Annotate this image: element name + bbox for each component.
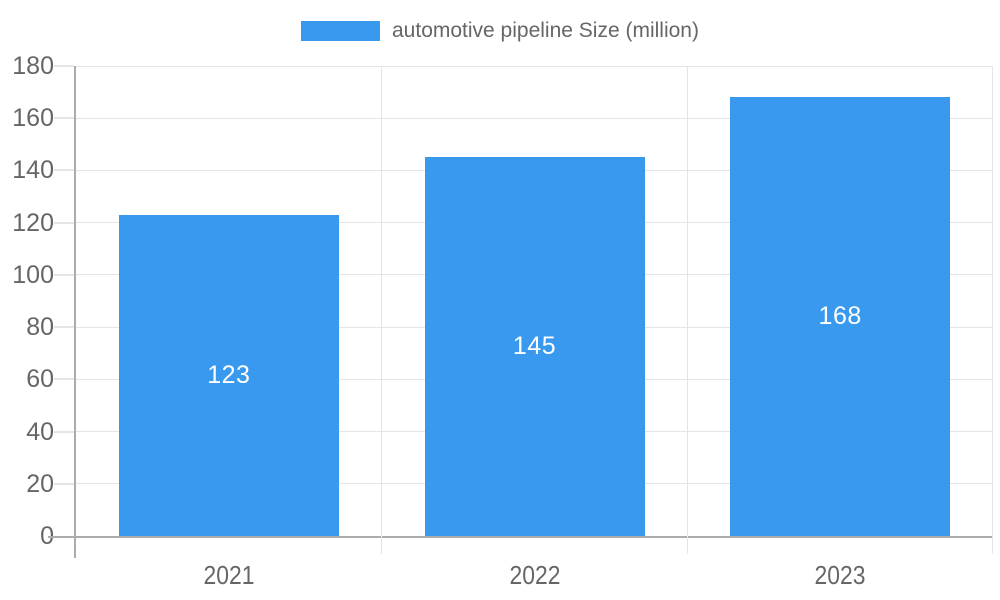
y-tick-label: 100	[12, 260, 54, 289]
h-gridline	[76, 65, 993, 67]
y-tick-mark	[54, 482, 74, 485]
x-axis-extension	[48, 536, 74, 538]
legend-label: automotive pipeline Size (million)	[392, 19, 699, 42]
bar[interactable]: 168	[730, 97, 951, 536]
x-tick-mark	[686, 536, 688, 554]
y-tick-label: 0	[0, 521, 54, 551]
y-tick-label: 120	[12, 208, 54, 237]
bar-value-label: 145	[512, 332, 557, 361]
h-gridline	[76, 117, 993, 119]
y-tick-label: 60	[26, 365, 54, 394]
x-tick-label: 2023	[814, 560, 866, 590]
y-tick-mark	[54, 65, 74, 67]
bar[interactable]: 145	[424, 157, 645, 536]
legend[interactable]: automotive pipeline Size (million)	[0, 19, 1000, 43]
y-tick-label: 140	[12, 156, 54, 185]
y-tick-mark	[54, 117, 74, 120]
y-tick-mark	[54, 273, 74, 276]
y-tick-mark	[54, 169, 74, 172]
y-tick-label: 160	[12, 104, 54, 133]
legend-swatch	[301, 21, 380, 41]
bar[interactable]: 123	[118, 214, 339, 536]
x-tick-mark	[991, 536, 993, 554]
v-gridline	[686, 66, 688, 536]
y-tick-label: 80	[26, 313, 54, 342]
bar-value-label: 168	[818, 302, 862, 331]
y-tick-mark	[54, 221, 74, 224]
y-tick-mark	[54, 326, 74, 329]
x-tick-label: 2022	[509, 560, 560, 590]
v-gridline	[381, 66, 383, 536]
plot-area: 123 145 168	[48, 65, 993, 558]
x-tick-mark	[381, 536, 383, 554]
y-tick-label: 20	[26, 469, 54, 498]
y-tick-label: 40	[26, 417, 54, 446]
x-tick-label: 2021	[203, 560, 255, 590]
y-axis-extension	[74, 538, 76, 558]
y-tick-label: 180	[12, 52, 54, 80]
y-tick-mark	[54, 378, 74, 381]
v-gridline	[991, 66, 993, 536]
y-tick-mark	[54, 430, 74, 433]
bar-value-label: 123	[207, 360, 251, 389]
